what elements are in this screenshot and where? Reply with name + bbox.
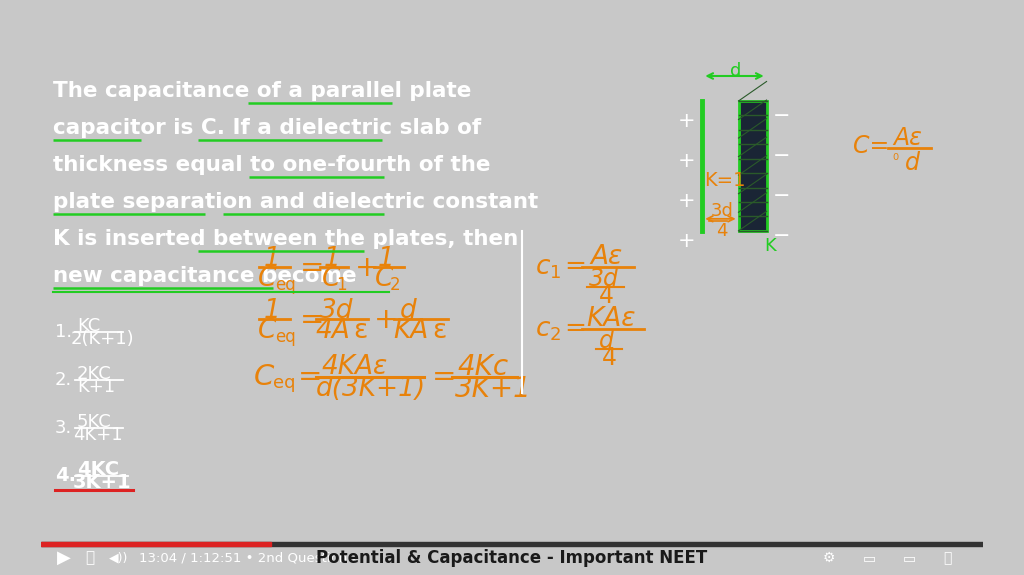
Text: =: = bbox=[432, 363, 457, 390]
Text: thickness equal to one-fourth of the: thickness equal to one-fourth of the bbox=[53, 155, 490, 175]
Text: C: C bbox=[375, 266, 393, 292]
Text: 4: 4 bbox=[599, 283, 614, 308]
Text: ₀: ₀ bbox=[893, 148, 899, 163]
Text: −: − bbox=[772, 146, 791, 166]
Text: ⤢: ⤢ bbox=[943, 551, 951, 565]
Text: =: = bbox=[300, 306, 324, 334]
Text: ⏭: ⏭ bbox=[85, 550, 94, 565]
Text: 1: 1 bbox=[550, 264, 561, 282]
Text: c: c bbox=[536, 316, 551, 342]
Text: Aε: Aε bbox=[893, 126, 922, 150]
Text: 4Kc: 4Kc bbox=[458, 352, 509, 381]
Text: 2(K+1): 2(K+1) bbox=[71, 329, 134, 348]
Text: d(3K+1): d(3K+1) bbox=[315, 375, 426, 402]
Text: 3d: 3d bbox=[319, 298, 353, 324]
Text: 3d: 3d bbox=[711, 202, 733, 220]
Text: =: = bbox=[564, 316, 586, 342]
Text: c: c bbox=[536, 254, 551, 280]
Text: ε: ε bbox=[353, 318, 368, 344]
Text: KA: KA bbox=[394, 318, 429, 344]
Text: plate separation and dielectric constant: plate separation and dielectric constant bbox=[53, 192, 539, 212]
Text: K+1: K+1 bbox=[77, 378, 115, 396]
Text: −: − bbox=[772, 226, 791, 246]
Text: d: d bbox=[730, 62, 741, 80]
Text: C=: C= bbox=[853, 134, 889, 158]
Text: d: d bbox=[399, 298, 417, 324]
Text: 3.: 3. bbox=[55, 419, 73, 436]
Text: +: + bbox=[677, 111, 695, 131]
Text: 4: 4 bbox=[717, 222, 728, 240]
Text: 4.: 4. bbox=[55, 466, 76, 485]
Text: 4KAε: 4KAε bbox=[322, 354, 388, 380]
Text: 13:04 / 1:12:51 • 2nd Question ›: 13:04 / 1:12:51 • 2nd Question › bbox=[139, 551, 357, 564]
Text: 1: 1 bbox=[378, 246, 394, 272]
Text: −: − bbox=[772, 186, 791, 206]
Text: C: C bbox=[257, 318, 275, 344]
Text: +: + bbox=[374, 306, 398, 334]
Text: C: C bbox=[253, 363, 273, 390]
Text: d: d bbox=[905, 151, 920, 175]
Text: =: = bbox=[564, 254, 586, 280]
Text: 4A: 4A bbox=[315, 318, 350, 344]
Text: KAε: KAε bbox=[586, 306, 636, 332]
Text: 4KC: 4KC bbox=[77, 460, 119, 479]
Text: K=1: K=1 bbox=[705, 171, 745, 190]
Text: +: + bbox=[677, 231, 695, 251]
Text: 5KC: 5KC bbox=[77, 413, 112, 431]
Text: 2KC: 2KC bbox=[77, 365, 112, 383]
Text: ε: ε bbox=[432, 318, 446, 344]
Bar bbox=[41, 542, 983, 546]
Text: 1: 1 bbox=[263, 298, 281, 324]
Text: 2.: 2. bbox=[55, 371, 73, 389]
Text: capacitor is C. If a dielectric slab of: capacitor is C. If a dielectric slab of bbox=[53, 118, 481, 138]
Text: =: = bbox=[300, 254, 324, 282]
Text: 3K+1: 3K+1 bbox=[455, 375, 531, 402]
Text: 1: 1 bbox=[263, 246, 281, 272]
Text: +: + bbox=[354, 254, 379, 282]
Text: 4K+1: 4K+1 bbox=[73, 426, 123, 443]
Text: Potential & Capacitance - Important NEET: Potential & Capacitance - Important NEET bbox=[316, 549, 708, 567]
Text: 4: 4 bbox=[602, 346, 617, 370]
Text: d: d bbox=[599, 329, 614, 352]
Text: 1: 1 bbox=[337, 276, 347, 294]
Text: K: K bbox=[765, 237, 776, 255]
Text: ◀)): ◀)) bbox=[110, 551, 128, 564]
Text: Aε: Aε bbox=[590, 244, 623, 270]
Text: K is inserted between the plates, then: K is inserted between the plates, then bbox=[53, 229, 518, 249]
Text: +: + bbox=[677, 151, 695, 171]
Text: ▭: ▭ bbox=[903, 551, 916, 565]
Text: KC: KC bbox=[77, 317, 100, 335]
Text: eq: eq bbox=[275, 328, 296, 346]
Text: 2: 2 bbox=[390, 276, 400, 294]
Text: 3d: 3d bbox=[589, 267, 620, 291]
Text: eq: eq bbox=[275, 276, 296, 294]
Bar bbox=[41, 542, 271, 546]
Text: −: − bbox=[772, 106, 791, 126]
Text: ⚙: ⚙ bbox=[822, 551, 836, 565]
Text: =: = bbox=[298, 363, 322, 390]
Text: C: C bbox=[322, 266, 340, 292]
Text: 2: 2 bbox=[550, 325, 561, 344]
Text: 1.: 1. bbox=[55, 323, 72, 341]
Text: ▶: ▶ bbox=[57, 549, 71, 567]
Text: ▭: ▭ bbox=[863, 551, 876, 565]
Text: C: C bbox=[257, 266, 275, 292]
Bar bbox=[738, 101, 767, 231]
Text: 3K+1: 3K+1 bbox=[73, 473, 132, 492]
Text: The capacitance of a parallel plate: The capacitance of a parallel plate bbox=[53, 81, 471, 101]
Text: new capacitance become: new capacitance become bbox=[53, 266, 356, 286]
Text: +: + bbox=[677, 191, 695, 211]
Text: eq: eq bbox=[273, 374, 296, 392]
Text: 1: 1 bbox=[324, 246, 340, 272]
